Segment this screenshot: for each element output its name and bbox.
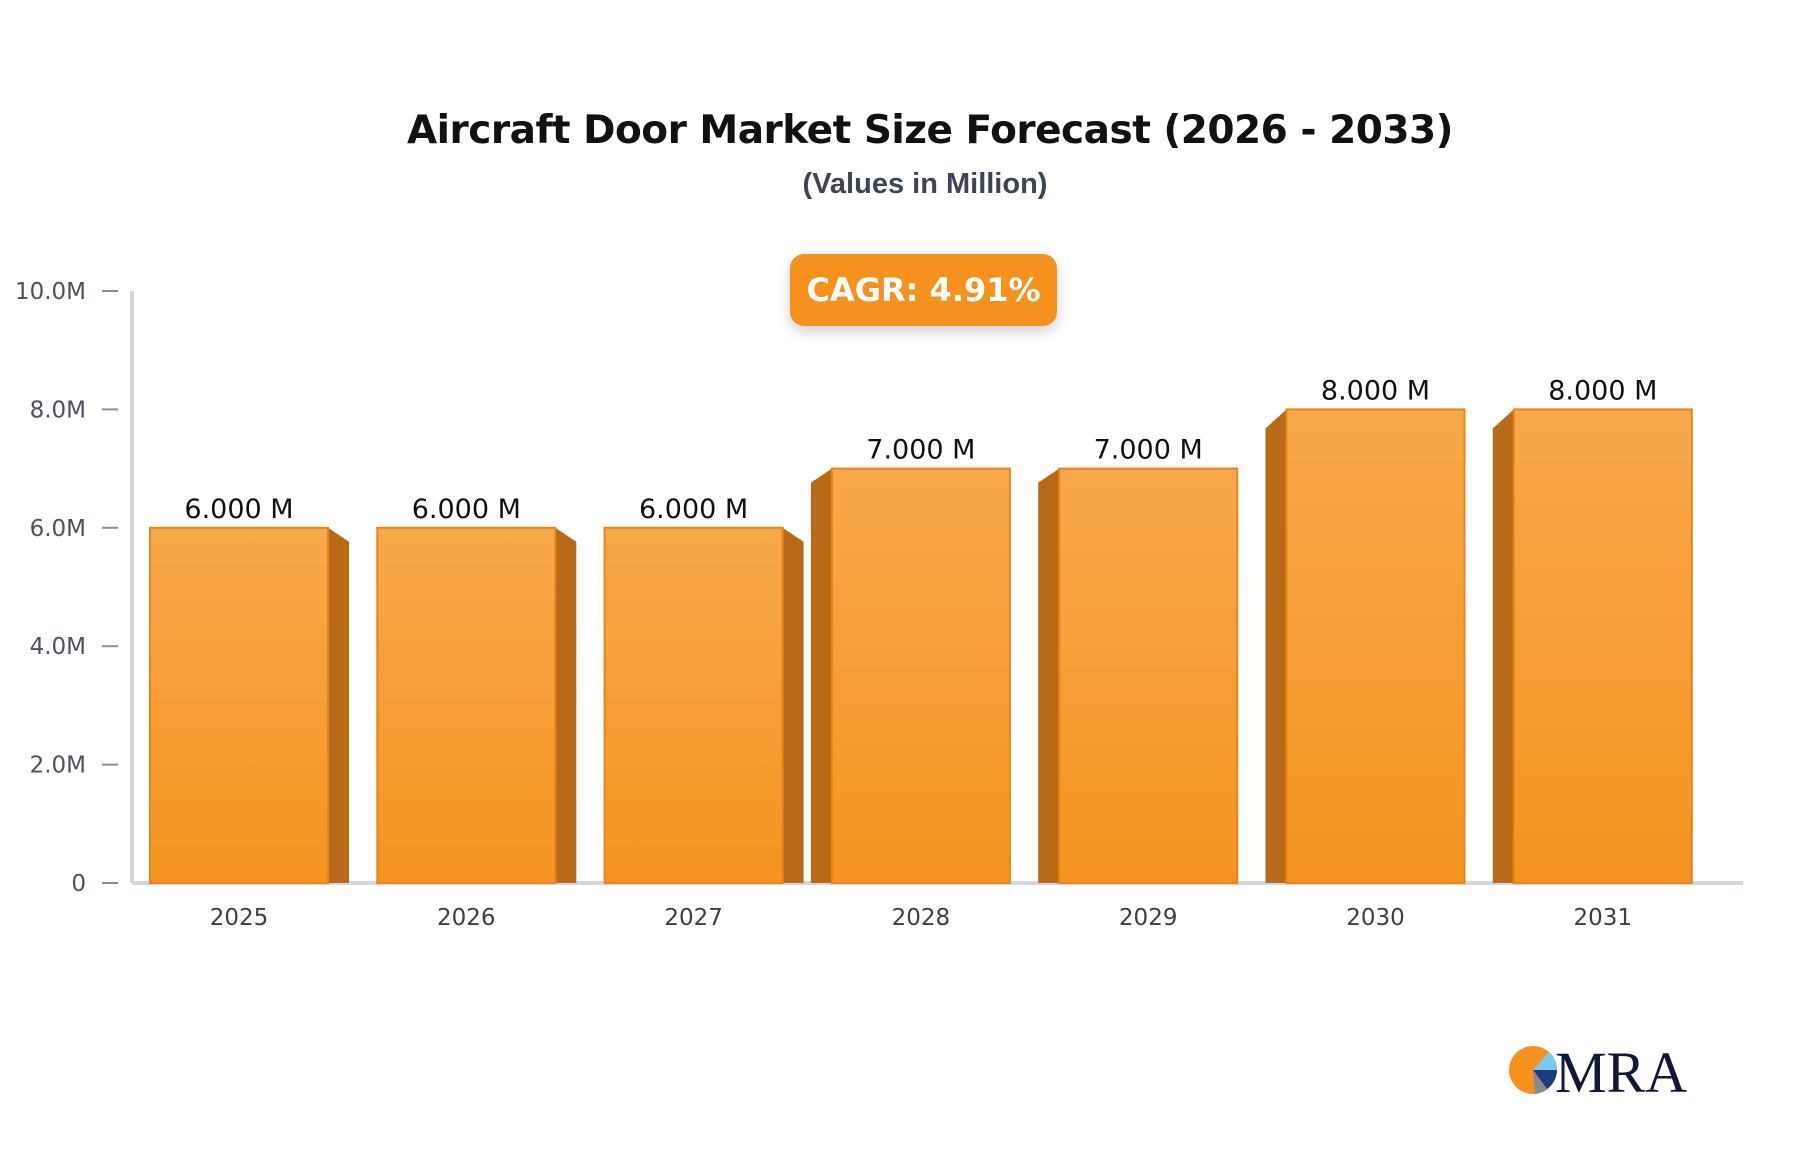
bar-side bbox=[782, 527, 804, 883]
data-label: 6.000 M bbox=[184, 494, 293, 525]
bar bbox=[603, 526, 784, 884]
x-tick-label: 2031 bbox=[1574, 905, 1633, 931]
bar bbox=[376, 526, 557, 884]
y-tick-label: 6.0M bbox=[30, 516, 86, 542]
x-tick-label: 2029 bbox=[1119, 905, 1178, 931]
data-label: 8.000 M bbox=[1321, 375, 1430, 406]
data-label: 6.000 M bbox=[412, 494, 521, 525]
data-label: 7.000 M bbox=[866, 435, 975, 466]
x-tick-label: 2027 bbox=[664, 905, 723, 931]
x-tick-label: 2030 bbox=[1346, 905, 1405, 931]
bar bbox=[149, 526, 329, 884]
data-label: 6.000 M bbox=[639, 494, 748, 525]
chart-subtitle: (Values in Million) bbox=[802, 168, 1048, 200]
y-tick-label: 4.0M bbox=[30, 634, 86, 660]
bar-side bbox=[1492, 409, 1514, 883]
bar-side bbox=[555, 527, 577, 883]
cagr-badge: CAGR: 4.91% bbox=[790, 254, 1057, 326]
chart-title: Aircraft Door Market Size Forecast (2026… bbox=[406, 108, 1454, 153]
logo-text: MRA bbox=[1555, 1040, 1687, 1100]
data-label: 7.000 M bbox=[1094, 435, 1203, 466]
y-tick-label: 8.0M bbox=[30, 397, 86, 423]
y-tick-label: 0 bbox=[71, 871, 86, 897]
mra-logo: MRA bbox=[1505, 1040, 1695, 1105]
y-tick-label: 2.0M bbox=[30, 753, 86, 779]
bar-side bbox=[328, 527, 349, 883]
bar bbox=[830, 467, 1011, 884]
bar bbox=[1512, 408, 1693, 884]
bar bbox=[1285, 408, 1466, 884]
x-tick-label: 2026 bbox=[437, 905, 496, 931]
bar-side bbox=[1265, 409, 1287, 883]
bar-side bbox=[1038, 468, 1060, 883]
x-tick-label: 2028 bbox=[892, 905, 951, 931]
data-label: 8.000 M bbox=[1548, 375, 1657, 406]
bar-side bbox=[810, 468, 832, 883]
x-tick-label: 2025 bbox=[210, 905, 269, 931]
bar bbox=[1058, 467, 1239, 884]
y-tick-label: 10.0M bbox=[15, 279, 86, 305]
